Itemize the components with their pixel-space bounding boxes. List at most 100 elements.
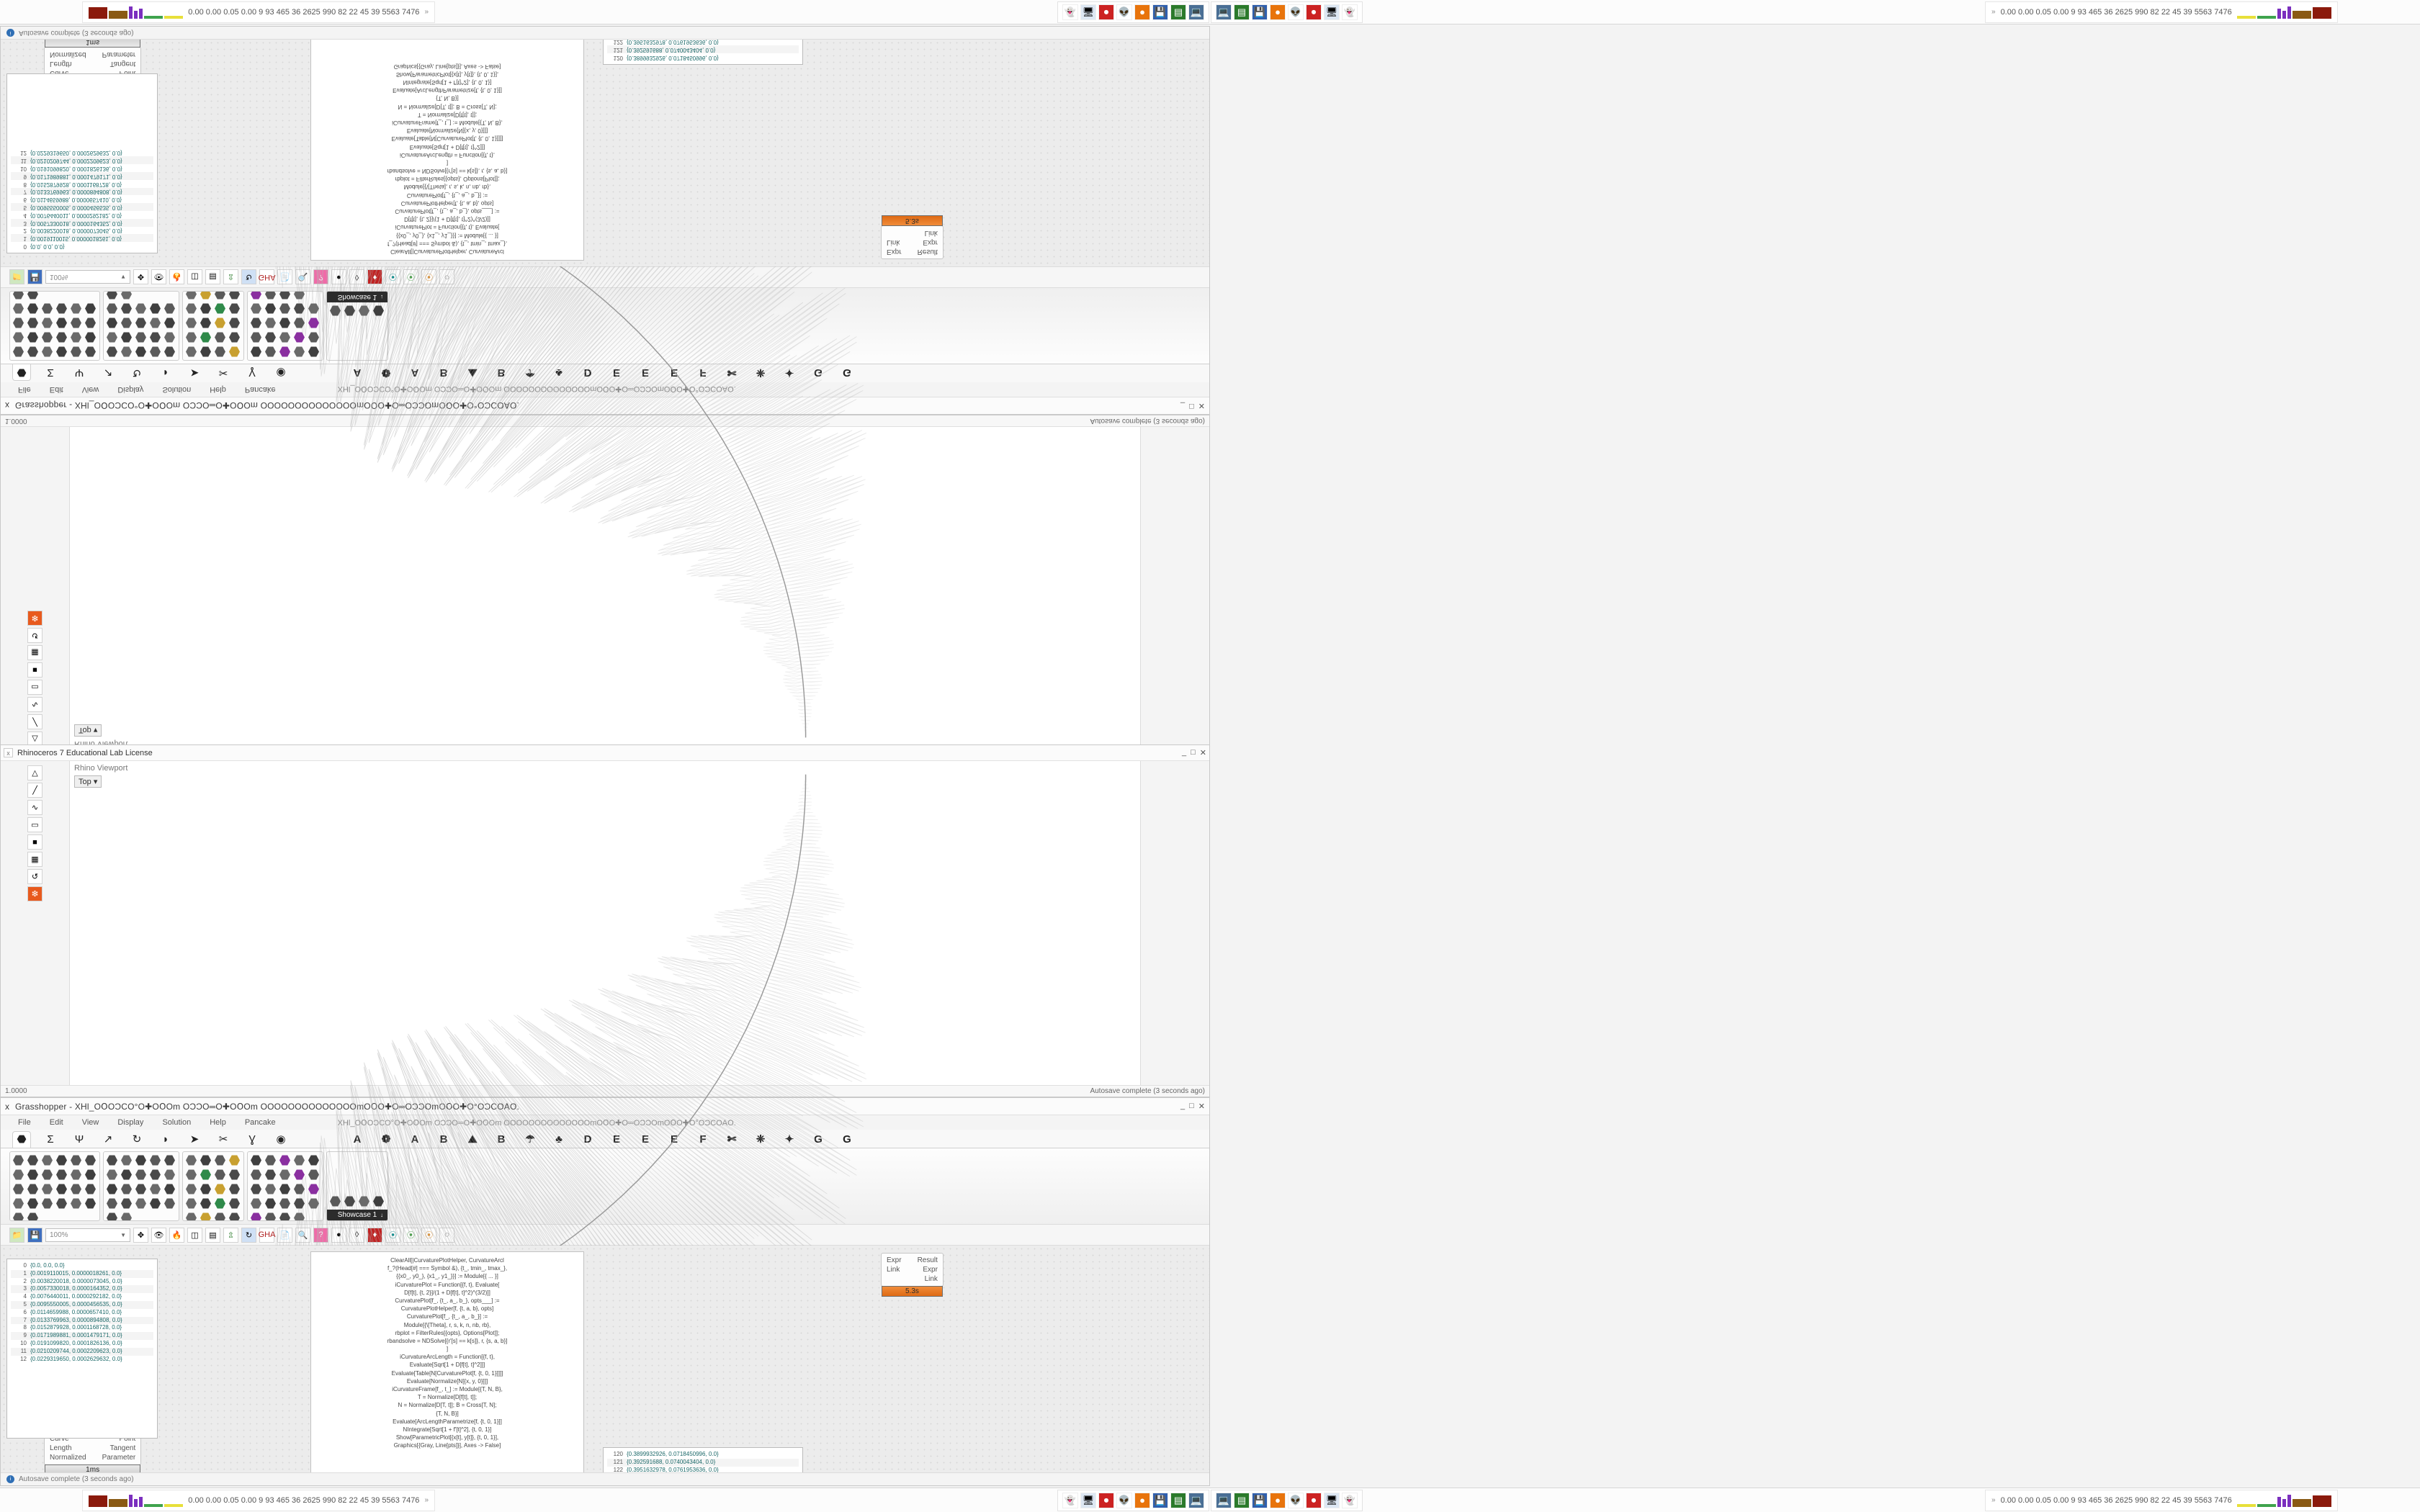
ribbon-group-input[interactable]: Input	[182, 1151, 244, 1221]
component-icon[interactable]	[12, 330, 25, 344]
ribbon-tab-right-6[interactable]: ☂	[525, 1133, 535, 1146]
ribbon-tab-right-7[interactable]: ♣	[555, 1133, 563, 1146]
monitor-icon[interactable]: 💻	[1216, 1492, 1232, 1508]
record-icon[interactable]: ⏺	[1306, 1492, 1322, 1508]
component-icon[interactable]	[228, 1197, 241, 1210]
component-icon[interactable]	[292, 1197, 306, 1210]
rhino-left-toolbar[interactable]: △ ╱ ∿ ▭ ■ ▦ ↺ ❇	[1, 761, 70, 1085]
component-icon[interactable]	[163, 1197, 176, 1210]
help-icon[interactable]: ?	[313, 1227, 328, 1243]
output-port[interactable]: Link	[924, 1275, 938, 1283]
ribbon-group-items[interactable]	[104, 1152, 179, 1220]
component-icon[interactable]	[40, 1182, 54, 1196]
gh-window-buttons[interactable]: _ □ ✕	[1180, 401, 1205, 410]
menu-file[interactable]: File	[18, 1118, 31, 1127]
component-icon[interactable]	[278, 1182, 292, 1196]
save-icon[interactable]: 💾	[1252, 4, 1268, 20]
input-port[interactable]: Expr	[887, 1256, 902, 1264]
firefox-icon[interactable]: ●	[1134, 4, 1150, 20]
gh-window-buttons[interactable]: _ □ ✕	[1180, 1102, 1205, 1111]
component-icon[interactable]	[292, 1211, 306, 1220]
mesh-tool-icon[interactable]: ▦	[27, 852, 42, 867]
display-icon[interactable]: ▤	[1234, 4, 1250, 20]
component-icon[interactable]	[26, 1197, 40, 1210]
component-icon[interactable]	[40, 1197, 54, 1210]
gh-minimize-icon[interactable]: _	[1180, 402, 1186, 410]
tray-expand-chevron-4[interactable]: »	[1991, 1496, 1996, 1504]
component-icon[interactable]	[26, 1168, 40, 1182]
ribbon-group-util[interactable]: Util	[247, 1151, 323, 1221]
gh-code-panel[interactable]: ClearAll[|CurvaturePlotHelper, Curvature…	[310, 1251, 584, 1472]
component-port-row[interactable]: Link Expr	[882, 238, 943, 247]
component-icon[interactable]	[264, 1197, 277, 1210]
ribbon-tab-right-10[interactable]: E	[641, 1133, 649, 1146]
firefox-icon[interactable]: ●	[1270, 4, 1286, 20]
ghost2-icon[interactable]: 👽	[1288, 1492, 1304, 1508]
ribbon-group-showcase-1[interactable]: Showcase 1	[326, 1151, 388, 1221]
component-icon[interactable]	[55, 330, 68, 344]
component-icon[interactable]	[120, 1211, 133, 1220]
grasshopper-canvas-toolbar[interactable]: 📁 💾 100% ▼ ✥ 👁 🔥 ◫ ▤ ⇫ ↻ GHA 📄 🔍	[1, 1224, 1209, 1246]
search-icon[interactable]: 🔍	[295, 1227, 310, 1243]
display-icon[interactable]: ▤	[1170, 1492, 1186, 1508]
output-port[interactable]: Parameter	[102, 50, 136, 58]
grasshopper-canvas[interactable]: CurvePointsCountTangentsKinksParameters2…	[1, 40, 1209, 266]
component-icon[interactable]	[105, 1197, 119, 1210]
component-icon[interactable]	[307, 1182, 321, 1196]
component-icon[interactable]	[40, 330, 54, 344]
component-icon[interactable]	[199, 1153, 212, 1167]
gh-maximize-icon[interactable]: □	[1189, 1102, 1194, 1110]
ribbon-tab-right-3[interactable]: B	[439, 1133, 448, 1146]
input-port[interactable]: Normalized	[50, 50, 86, 58]
line-tool-icon[interactable]: ╱	[27, 714, 42, 729]
gh-maximize-icon[interactable]: □	[1189, 402, 1194, 410]
ribbon-tab-right-14[interactable]: ❈	[756, 1133, 766, 1146]
bottom-system-tray[interactable]: 0.00 0.00 0.05 0.00 9 93 465 36 2625 990…	[0, 1488, 2420, 1512]
ribbon-tab-1[interactable]: Σ	[47, 1133, 54, 1146]
gh-code-panel[interactable]: ClearAll[|CurvaturePlotHelper, Curvature…	[310, 40, 584, 261]
grasshopper-ribbon-tabs[interactable]: ⬣ Σ Ψ ↗ ↻ ◗ ➤ ✂ Ɣ ◉ A ❁ A B ⛰ B ☂ ♣ D E E E F ✄ ❈ ✦ G G	[1, 1130, 1209, 1148]
input-port[interactable]: Curve	[50, 1435, 69, 1443]
terminal-icon[interactable]: 🖥	[1080, 4, 1096, 20]
input-port[interactable]: Link	[887, 1266, 900, 1274]
component-icon[interactable]	[12, 345, 25, 359]
component-icon[interactable]	[26, 1153, 40, 1167]
component-icon[interactable]	[163, 1168, 176, 1182]
tray-icons-right[interactable]: 💻 ▤ 💾 ● 👽 ⏺ 🖥 👻	[1211, 1, 1363, 23]
component-icon[interactable]	[148, 1197, 162, 1210]
monitor-icon[interactable]: 💻	[1188, 4, 1204, 20]
component-icon[interactable]	[55, 1168, 68, 1182]
ribbon-tab-5[interactable]: ◗	[162, 1133, 169, 1146]
menu-pancake[interactable]: Pancake	[244, 1118, 276, 1127]
component-icon[interactable]	[292, 1182, 306, 1196]
component-icon[interactable]	[278, 1168, 292, 1182]
record-icon[interactable]: ⏺	[1098, 4, 1114, 20]
ribbon-group-primitive[interactable]: Primitive	[103, 1151, 179, 1221]
component-icon[interactable]	[357, 1194, 371, 1208]
component-icon[interactable]	[328, 1194, 342, 1208]
menu-help[interactable]: Help	[210, 1118, 226, 1127]
component-icon[interactable]	[228, 1182, 241, 1196]
component-icon[interactable]	[343, 1194, 357, 1208]
component-port-row[interactable]: Curve Point	[45, 1434, 140, 1444]
component-icon[interactable]	[163, 1182, 176, 1196]
close-icon[interactable]: x	[4, 748, 13, 757]
ribbon-tab-0[interactable]: ⬣	[12, 364, 31, 381]
component-icon[interactable]	[84, 1182, 97, 1196]
component-icon[interactable]	[26, 1211, 40, 1220]
input-port[interactable]: Expr	[887, 248, 902, 256]
chevron-down-icon[interactable]: ▼	[120, 1231, 126, 1238]
component-icon[interactable]	[249, 1211, 263, 1220]
component-icon[interactable]	[213, 1153, 227, 1167]
component-icon[interactable]	[134, 1168, 148, 1182]
input-port[interactable]: Length	[50, 60, 72, 68]
component-icon[interactable]	[264, 1168, 277, 1182]
ribbon-tab-2[interactable]: Ψ	[74, 1133, 84, 1146]
gh-data-output-panel[interactable]: 120 {0.3899932926, 0.0718450996, 0.0} 121 {…	[603, 40, 803, 65]
save-file-icon[interactable]: 💾	[27, 269, 42, 285]
bake-icon[interactable]: 🔥	[169, 1227, 184, 1243]
preview-eye-icon[interactable]: 👁	[151, 1227, 166, 1243]
taskbar-icons-left[interactable]: 👻 🖥 ⏺ 👽 ● 💾 ▤ 💻	[1057, 1489, 1209, 1511]
close-window-icon[interactable]: ✕	[1199, 749, 1206, 757]
mesh-tool-icon[interactable]: ▦	[27, 645, 42, 660]
